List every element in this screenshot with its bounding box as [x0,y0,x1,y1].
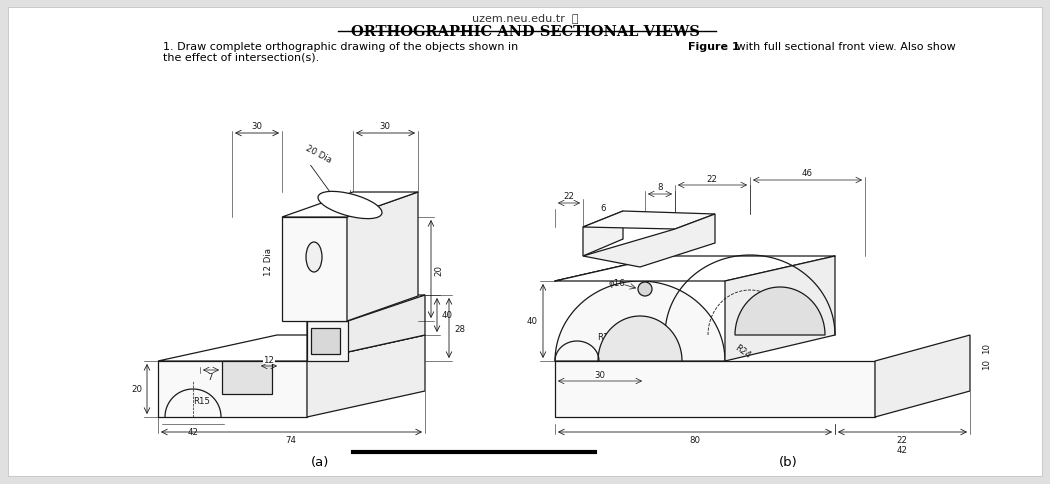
Text: Figure 1: Figure 1 [688,42,739,52]
Text: R15: R15 [193,397,210,406]
Text: 6: 6 [601,204,606,212]
Text: 80: 80 [690,435,700,444]
FancyBboxPatch shape [8,8,1042,476]
Text: 28: 28 [454,324,465,333]
Polygon shape [583,214,715,268]
Polygon shape [307,295,425,321]
Polygon shape [282,193,418,217]
Text: 30: 30 [379,122,391,131]
Text: 42: 42 [897,445,907,454]
Polygon shape [583,212,623,257]
Polygon shape [346,193,418,321]
Text: 40: 40 [442,311,453,320]
Text: with full sectional front view. Also show: with full sectional front view. Also sho… [733,42,956,52]
Ellipse shape [306,242,322,272]
Text: 20: 20 [434,264,443,275]
Polygon shape [583,212,715,229]
Polygon shape [735,287,825,335]
Polygon shape [555,257,835,281]
Text: 22: 22 [564,192,574,200]
Text: 42: 42 [188,427,198,436]
Text: 22: 22 [897,435,907,444]
Text: 46: 46 [801,168,813,178]
Polygon shape [307,321,348,361]
Text: ORTHOGRAPHIC AND SECTIONAL VIEWS: ORTHOGRAPHIC AND SECTIONAL VIEWS [351,25,699,39]
Text: 30: 30 [594,370,606,379]
Polygon shape [158,361,307,417]
Text: 1. Draw complete orthographic drawing of the objects shown in: 1. Draw complete orthographic drawing of… [163,42,522,52]
Text: uzem.neu.edu.tr  🔒: uzem.neu.edu.tr 🔒 [471,13,579,23]
Text: 10: 10 [982,342,991,353]
Polygon shape [307,295,425,361]
Polygon shape [282,217,347,321]
Text: φ16: φ16 [609,278,626,287]
Text: 10: 10 [982,359,991,370]
Text: R15: R15 [597,333,614,342]
Text: 20: 20 [131,385,142,393]
Text: (b): (b) [779,455,797,468]
Polygon shape [311,328,340,354]
Text: 12 Dia: 12 Dia [264,247,273,275]
Text: 40: 40 [527,317,538,326]
Text: 74: 74 [286,435,296,444]
Text: R24: R24 [733,343,752,360]
Ellipse shape [318,192,382,219]
Text: 8: 8 [657,182,663,192]
Text: 20 Dia: 20 Dia [304,143,333,164]
Text: 22: 22 [707,175,717,183]
Polygon shape [875,335,970,417]
Text: the effect of intersection(s).: the effect of intersection(s). [163,53,319,63]
Text: 7: 7 [207,373,213,382]
Text: 30: 30 [252,122,262,131]
Polygon shape [555,361,875,417]
Polygon shape [598,317,683,361]
Polygon shape [555,282,724,361]
Ellipse shape [638,283,652,296]
Polygon shape [307,335,425,417]
Text: (a): (a) [311,455,330,468]
Polygon shape [158,335,425,361]
Text: 12: 12 [264,355,274,364]
Polygon shape [724,257,835,361]
Polygon shape [222,361,272,394]
